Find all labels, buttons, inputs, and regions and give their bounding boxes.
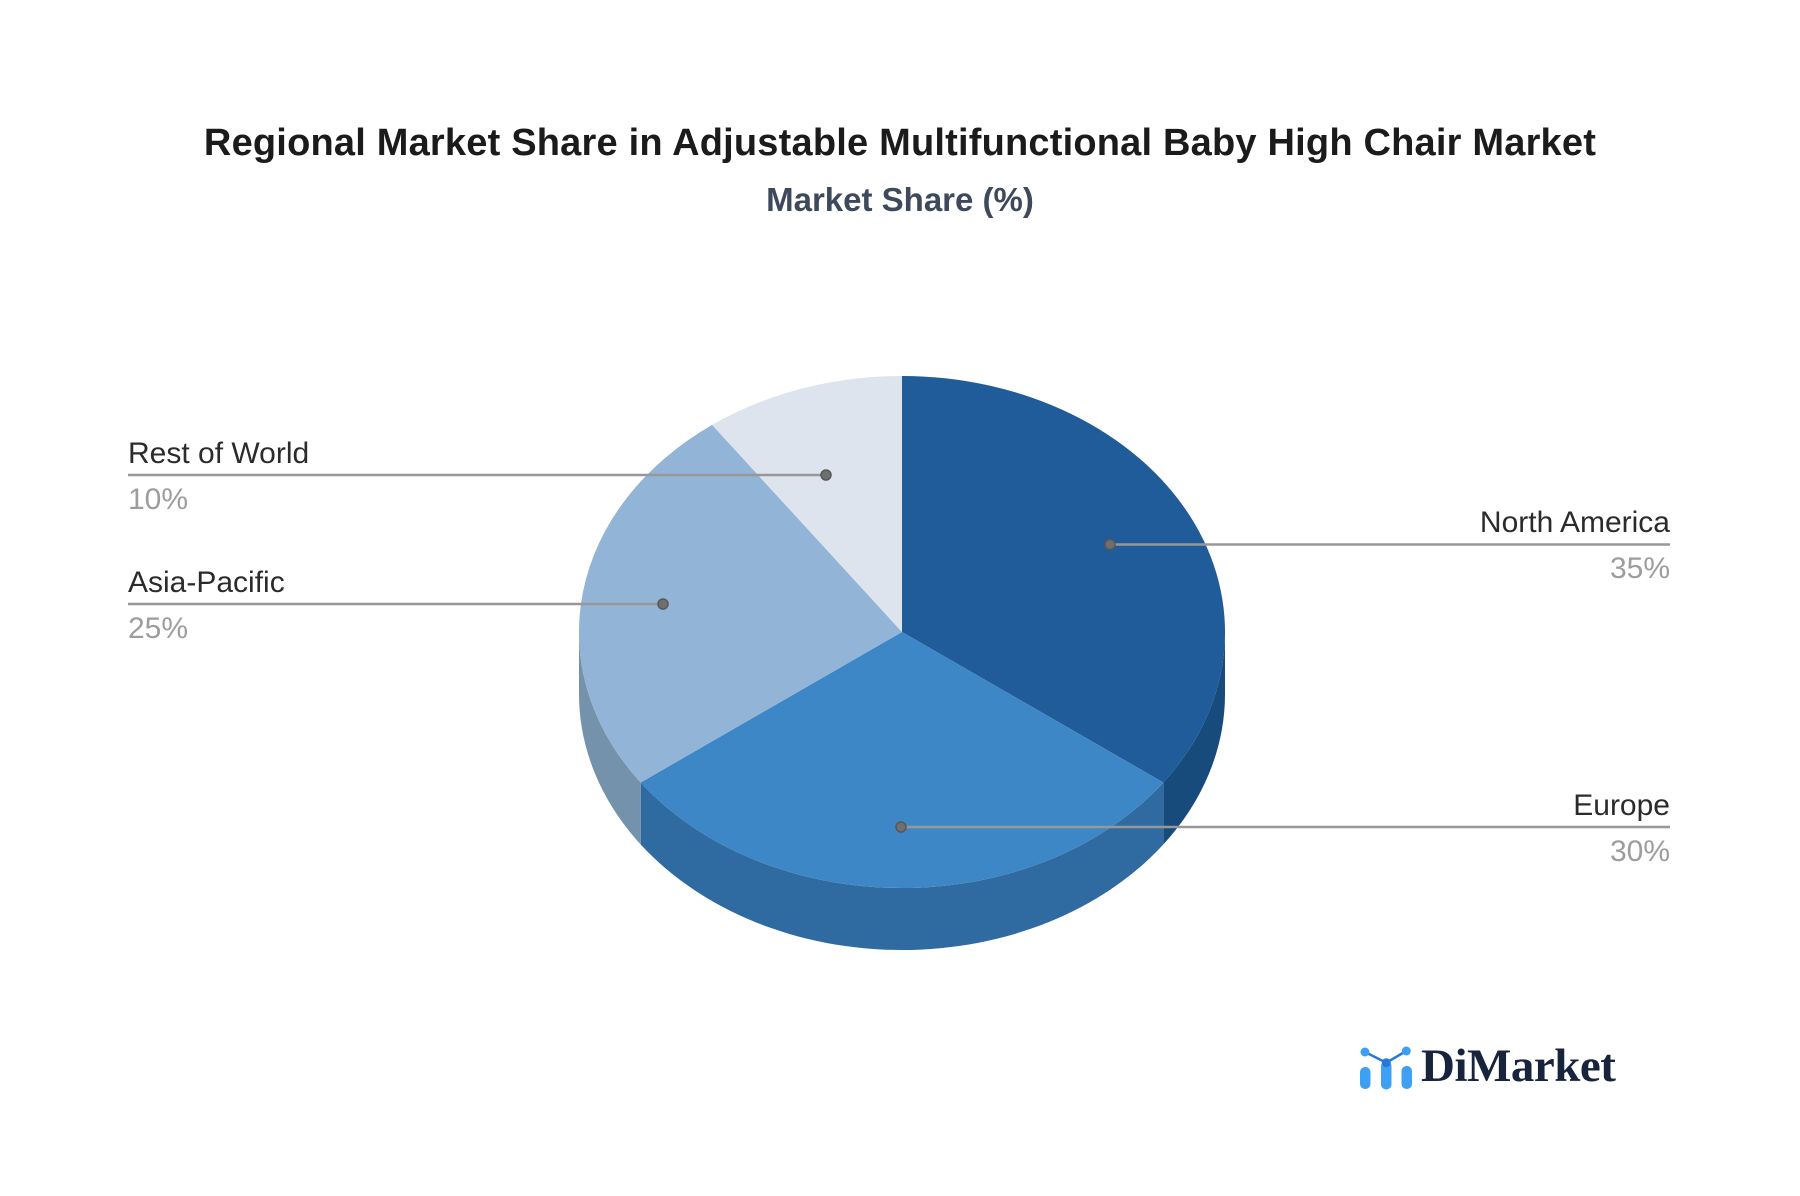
dimarket-logo-text: DiMarket xyxy=(1421,1040,1616,1092)
logo-bar-right xyxy=(1401,1066,1412,1089)
pie-slice-side-asia-pacific xyxy=(579,632,641,845)
chart-subtitle: Market Share (%) xyxy=(766,181,1034,218)
leader-dot-europe xyxy=(895,821,907,833)
pie-slice-rest-of-world[interactable] xyxy=(712,376,902,632)
slice-label-asia-pacific: Asia-Pacific xyxy=(128,566,285,599)
pie-slice-side-north-america xyxy=(1163,632,1225,845)
pie-slice-europe[interactable] xyxy=(640,632,1164,889)
pie-slice-side-europe xyxy=(640,782,1164,951)
dimarket-logo-icon xyxy=(1360,1046,1412,1090)
slice-pct-europe: 30% xyxy=(1609,835,1670,868)
slice-pct-north-america: 35% xyxy=(1609,552,1670,585)
leader-dot-rest-of-world xyxy=(820,469,832,481)
pie-slice-north-america[interactable] xyxy=(902,376,1226,783)
slice-pct-asia-pacific: 25% xyxy=(128,612,189,645)
logo-dot-right xyxy=(1401,1046,1411,1056)
pie-slice-asia-pacific[interactable] xyxy=(578,424,902,783)
chart-title: Regional Market Share in Adjustable Mult… xyxy=(203,122,1597,164)
slice-label-rest-of-world: Rest of World xyxy=(128,437,310,470)
slice-label-north-america: North America xyxy=(1479,506,1670,539)
slice-pct-rest-of-world: 10% xyxy=(128,483,189,516)
slice-label-europe: Europe xyxy=(1573,789,1670,822)
logo-dot-left xyxy=(1360,1047,1370,1057)
logo-bar-left xyxy=(1360,1067,1371,1089)
logo-bar-middle xyxy=(1381,1061,1392,1090)
leader-dot-north-america xyxy=(1104,538,1116,551)
leader-dot-asia-pacific xyxy=(657,598,669,610)
logo-dot-middle xyxy=(1381,1058,1391,1068)
dimarket-logo: DiMarket xyxy=(1357,1040,1616,1092)
